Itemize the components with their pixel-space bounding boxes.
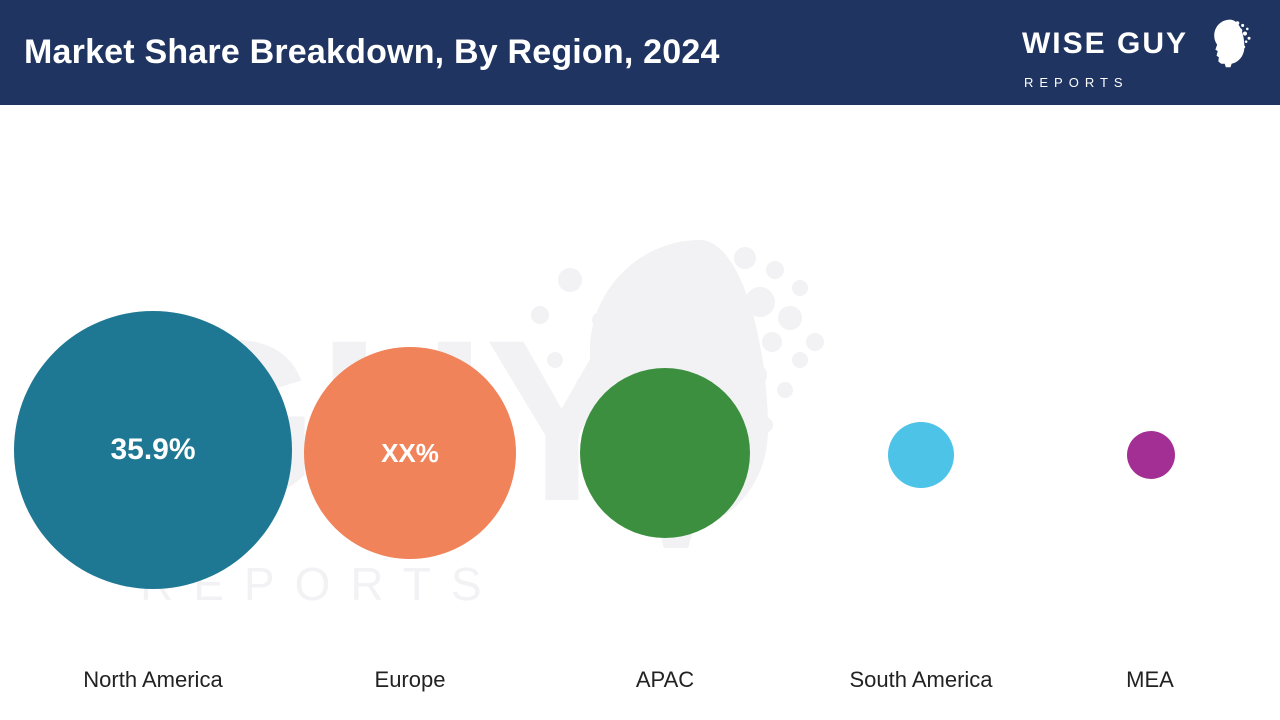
bubble-label-europe: XX% <box>381 438 439 469</box>
bubble-north-america[interactable]: 35.9% <box>14 311 292 589</box>
logo-text-main: WISE GUY <box>1022 29 1188 59</box>
bubble-row: 35.9% XX% <box>0 105 1280 575</box>
bubble-apac[interactable] <box>580 368 750 538</box>
bubble-label-north-america: 35.9% <box>110 433 195 467</box>
bubble-south-america[interactable] <box>888 422 954 488</box>
chart-area: GUY REPORTS <box>0 105 1280 720</box>
category-label-row: North America Europe APAC South America … <box>0 667 1280 717</box>
page-title: Market Share Breakdown, By Region, 2024 <box>24 33 720 72</box>
wiseguy-logo: WISE GUY <box>1022 15 1256 90</box>
logo-text-sub: REPORTS <box>1024 75 1129 90</box>
slide-container: Market Share Breakdown, By Region, 2024 … <box>0 0 1280 720</box>
header-bar: Market Share Breakdown, By Region, 2024 … <box>0 0 1280 105</box>
logo-head-icon <box>1198 15 1256 73</box>
category-label-north-america: North America <box>14 667 292 693</box>
bubble-mea[interactable] <box>1127 431 1175 479</box>
category-label-south-america: South America <box>818 667 1024 693</box>
bubble-europe[interactable]: XX% <box>304 347 516 559</box>
category-label-europe: Europe <box>304 667 516 693</box>
category-label-apac: APAC <box>580 667 750 693</box>
category-label-mea: MEA <box>1090 667 1210 693</box>
